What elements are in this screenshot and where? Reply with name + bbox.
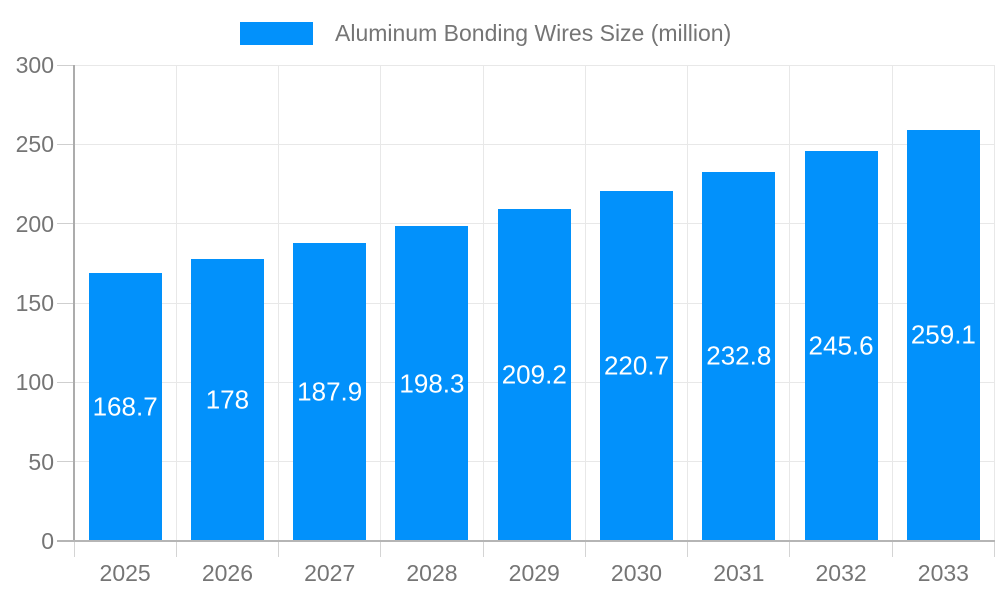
y-axis-tick bbox=[57, 64, 74, 66]
bar-value-label: 259.1 bbox=[910, 319, 976, 350]
x-axis-tick bbox=[994, 541, 995, 557]
bar-value-label: 232.8 bbox=[706, 340, 772, 371]
y-axis-tick-label: 250 bbox=[15, 131, 54, 158]
gridline-vertical bbox=[380, 65, 382, 541]
bar[interactable] bbox=[88, 273, 162, 541]
gridline-vertical bbox=[687, 65, 689, 541]
bar-value-label: 209.2 bbox=[501, 359, 567, 390]
x-axis-tick bbox=[687, 541, 689, 557]
x-axis-line bbox=[57, 540, 995, 542]
x-axis-tick-label: 2025 bbox=[99, 560, 151, 586]
bar-value-label: 187.9 bbox=[297, 376, 363, 407]
y-axis-tick bbox=[57, 143, 74, 145]
legend-swatch-icon bbox=[240, 22, 313, 45]
y-axis-tick-label: 0 bbox=[41, 528, 54, 554]
x-axis-tick-label: 2033 bbox=[917, 560, 969, 586]
bar-value-label: 220.7 bbox=[603, 350, 670, 381]
x-axis-tick-label: 2027 bbox=[304, 560, 356, 586]
y-axis-tick bbox=[57, 223, 74, 225]
bar[interactable] bbox=[395, 226, 469, 541]
bar[interactable] bbox=[702, 171, 776, 541]
bar[interactable] bbox=[906, 129, 980, 541]
gridline-vertical bbox=[891, 65, 893, 541]
y-axis-tick-label: 200 bbox=[15, 210, 54, 237]
y-axis-tick bbox=[57, 381, 74, 383]
x-axis-tick-label: 2030 bbox=[610, 560, 663, 586]
bar[interactable] bbox=[190, 258, 264, 541]
x-axis-tick bbox=[175, 541, 177, 557]
gridline-vertical bbox=[789, 65, 791, 541]
bar[interactable] bbox=[804, 151, 878, 541]
x-axis-tick bbox=[789, 541, 791, 557]
legend-label: Aluminum Bonding Wires Size (million) bbox=[335, 20, 732, 46]
y-axis-tick-label: 300 bbox=[15, 52, 54, 78]
gridline-vertical bbox=[482, 65, 484, 541]
y-axis-tick bbox=[57, 302, 74, 304]
x-axis-tick-label: 2032 bbox=[815, 560, 867, 586]
x-axis-tick bbox=[891, 541, 893, 557]
x-axis-tick-label: 2029 bbox=[508, 560, 560, 586]
x-axis-tick bbox=[278, 541, 280, 557]
gridline-vertical bbox=[584, 65, 586, 541]
x-axis-tick-label: 2026 bbox=[201, 560, 253, 586]
legend[interactable]: Aluminum Bonding Wires Size (million) bbox=[240, 20, 731, 47]
y-axis-tick bbox=[57, 461, 74, 463]
gridline-vertical bbox=[175, 65, 177, 541]
x-axis-tick bbox=[482, 541, 484, 557]
bar[interactable] bbox=[600, 190, 674, 541]
gridline-horizontal bbox=[74, 64, 995, 66]
y-axis-line bbox=[72, 65, 75, 542]
gridline-horizontal bbox=[74, 143, 995, 145]
bar[interactable] bbox=[293, 242, 367, 541]
x-axis-tick bbox=[73, 541, 75, 557]
x-axis-tick bbox=[584, 541, 586, 557]
bar-value-label: 168.7 bbox=[92, 391, 158, 422]
x-axis-tick-label: 2028 bbox=[406, 560, 458, 586]
gridline-vertical bbox=[994, 65, 995, 541]
x-axis-tick-label: 2031 bbox=[713, 560, 765, 586]
y-axis-tick-label: 150 bbox=[15, 290, 54, 316]
bar-value-label: 198.3 bbox=[399, 368, 465, 399]
y-axis-tick-label: 100 bbox=[15, 369, 54, 396]
y-axis-tick-label: 50 bbox=[28, 448, 54, 475]
x-axis-tick bbox=[380, 541, 382, 557]
bar-value-label: 178 bbox=[205, 384, 250, 415]
bar[interactable] bbox=[497, 209, 571, 541]
gridline-vertical bbox=[278, 65, 280, 541]
bar-value-label: 245.6 bbox=[808, 330, 874, 361]
